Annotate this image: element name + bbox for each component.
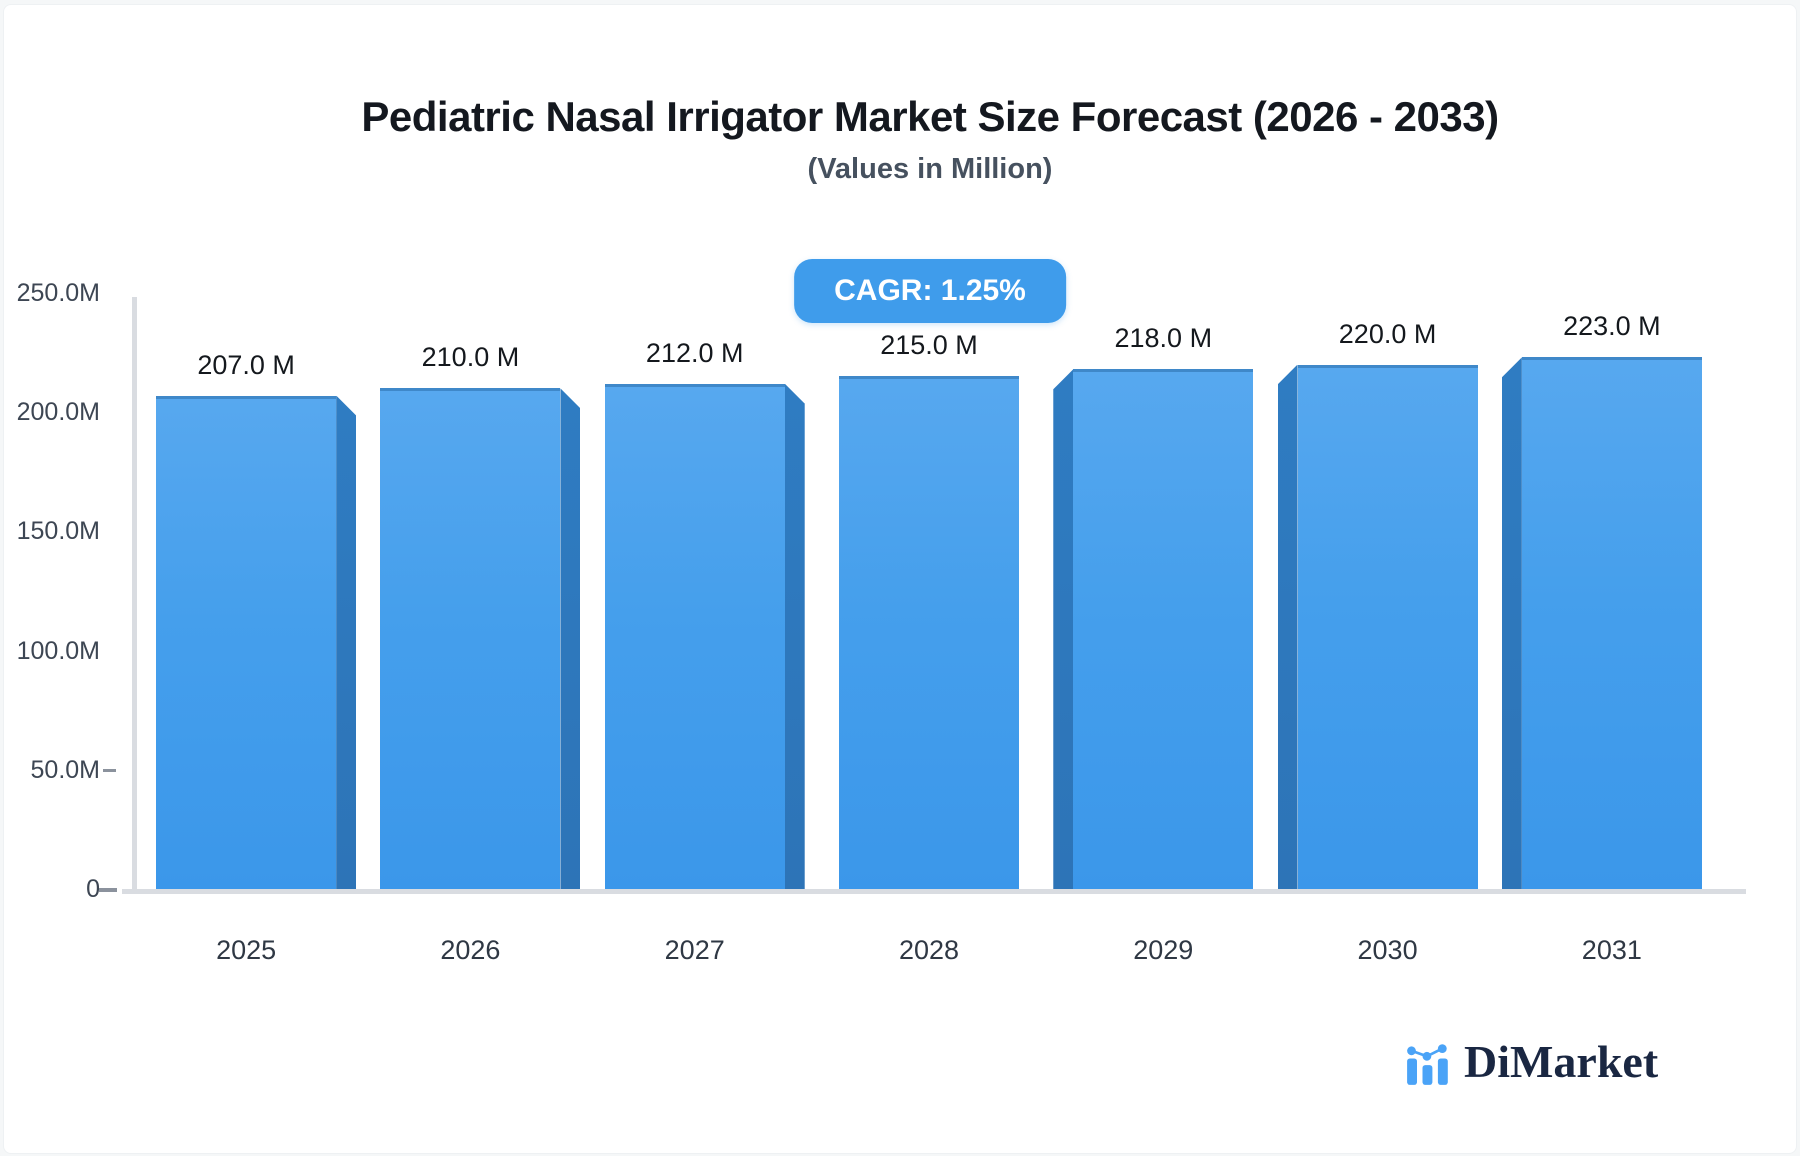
x-axis-label: 2029 [1133, 935, 1194, 965]
x-axis-line [122, 889, 1746, 894]
bar-3d-side [1277, 364, 1298, 889]
y-axis-label: 50.0M [30, 755, 100, 784]
bar-value-label: 220.0 M [1338, 318, 1437, 349]
x-axis-label: 2028 [898, 935, 960, 965]
x-axis-label: 2027 [664, 935, 725, 965]
chart-title: Pediatric Nasal Irrigator Market Size Fo… [361, 93, 1499, 140]
y-axis-label: 250.0M [16, 279, 100, 307]
bar-group-2030: 220.0 M 2030 [1265, 293, 1489, 965]
mini-bar-line-chart-icon [1407, 1044, 1448, 1085]
bar-3d-side [560, 388, 581, 889]
y-axis-label: 150.0M [16, 517, 100, 546]
bar-3d-side [1053, 369, 1074, 889]
x-axis-label: 2026 [440, 935, 501, 965]
plot-area: 250.0M 200.0M 150.0M 100.0M 50.0M 0 207.0 M 20… [4, 5, 1796, 1153]
cagr-badge: CAGR: 1.25% [794, 259, 1066, 323]
x-axis-label: 2025 [216, 935, 277, 965]
bar[interactable] [604, 383, 785, 889]
bar-group-2028: 215.0 M 2028 [817, 293, 1041, 965]
y-axis-line [132, 297, 137, 889]
bar-group-2025: 207.0 M 2025 [144, 293, 368, 965]
bar[interactable] [1297, 364, 1478, 889]
bar-value-label: 207.0 M [197, 349, 295, 380]
bar-value-label: 215.0 M [880, 330, 978, 361]
bars-container: 207.0 M 2025 210.0 M 2026 212.0 M 2027 215.0 M… [144, 293, 1714, 965]
bar-3d-side [784, 383, 805, 889]
bar-3d-side [1501, 357, 1522, 889]
bar-value-label: 212.0 M [645, 337, 744, 368]
y-axis-label: 100.0M [16, 636, 100, 665]
bar-3d-side [336, 395, 357, 889]
y-axis-tick [99, 888, 117, 892]
y-axis-label: 200.0M [16, 398, 100, 427]
bar-value-label: 223.0 M [1563, 311, 1661, 342]
bar-value-label: 218.0 M [1114, 323, 1213, 354]
bar[interactable] [838, 376, 1019, 889]
bar[interactable] [1521, 357, 1702, 889]
brand-logo: DiMarket [1406, 1039, 1658, 1085]
bar[interactable] [1073, 369, 1254, 889]
y-axis-label: 0 [86, 875, 100, 903]
bar[interactable] [156, 395, 337, 889]
bar-group-2031: 223.0 M 2031 [1490, 293, 1714, 965]
brand-logo-text: DiMarket [1464, 1036, 1659, 1087]
chart-subtitle: (Values in Million) [807, 153, 1053, 185]
x-axis-label: 2031 [1581, 935, 1642, 965]
chart-card: Pediatric Nasal Irrigator Market Size Fo… [3, 4, 1797, 1154]
bar-group-2027: 212.0 M 2027 [593, 293, 817, 965]
bar-group-2029: 218.0 M 2029 [1041, 293, 1265, 965]
bar-group-2026: 210.0 M 2026 [368, 293, 592, 965]
bar-value-label: 210.0 M [421, 342, 520, 373]
bar[interactable] [380, 388, 561, 889]
x-axis-label: 2030 [1357, 935, 1418, 965]
y-axis-tick [103, 768, 116, 772]
